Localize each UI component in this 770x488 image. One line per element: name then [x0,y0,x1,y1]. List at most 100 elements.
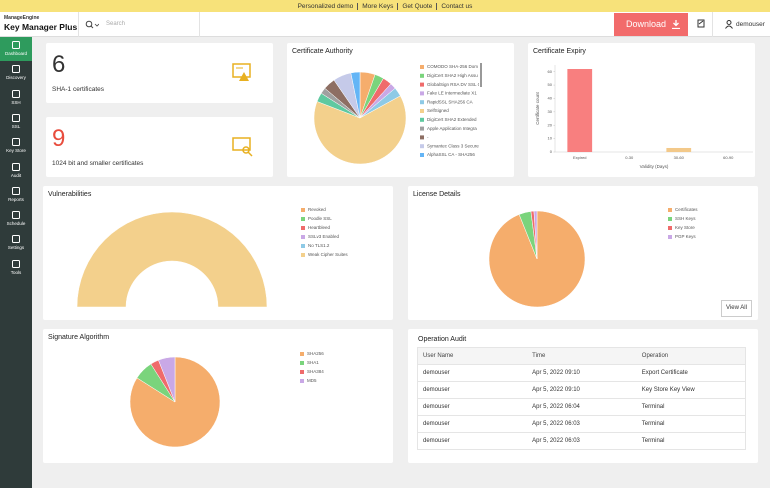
legend-label: Certificates [675,207,698,212]
nav-icon [12,41,20,49]
nav-item[interactable]: Discovery [0,61,32,85]
legend-label: SHA1 [307,360,319,365]
legend-label: Weak Cipher Suites [308,252,348,257]
table-row: demouser Apr 5, 2022 06:04 Terminal [417,398,746,416]
legend-label: SHA384 [307,369,324,374]
top-link[interactable]: Personalized demo [297,2,354,10]
table-cell: demouser [417,432,528,450]
nav-item[interactable]: Settings [0,231,32,255]
x-tick-label: 60-90 [723,155,734,160]
legend-swatch [420,82,424,87]
legend-label: PGP Keys [675,234,696,239]
legend-swatch [420,91,424,96]
scrollbar[interactable] [480,63,482,87]
y-tick-label: 0 [550,149,553,154]
legend-label: Fake LE Intermediate X1 [427,91,477,96]
table-cell: Apr 5, 2022 06:04 [527,398,637,416]
legend-label: No TLS1.2 [308,243,330,248]
chart-card: Revoked Poodle SSL Heartbleed SSLv3 Enabled… [43,186,393,320]
table-cell: demouser [417,415,528,433]
x-tick-label: 30-60 [674,155,685,160]
nav-label: SSL [11,123,21,129]
nav-item[interactable]: Key Store [0,134,32,158]
legend-swatch [301,226,305,230]
legend-label: AlphaSSL CA - SHA256 [427,152,475,157]
search-box[interactable]: Search [78,12,200,37]
table-cell: Apr 5, 2022 09:10 [527,364,637,382]
column-header: Time [527,347,637,365]
nav-item[interactable]: SSL [0,110,32,134]
search-icon [85,20,99,29]
legend-swatch [301,244,305,248]
legend-label: Key Store [675,225,695,230]
chart: COMODO SHA-256 Dom DigiCert SHA2 High Ass… [313,63,482,165]
view-all-button[interactable]: View All [721,300,752,317]
legend-label: Symantec Class 3 Secure [427,143,479,148]
nav-icon [12,259,20,268]
notification-icon[interactable] [696,19,706,29]
nav-item[interactable]: Reports [0,183,32,207]
legend-label: DigiCert SHA2 Extended [427,117,477,122]
legend-swatch [301,208,305,212]
legend-swatch [300,379,304,383]
legend-swatch [420,117,424,122]
table-row: demouser Apr 5, 2022 06:03 Terminal [417,432,746,450]
brand: Key Manager Plus [4,22,78,32]
chart-title: Signature Algorithm [48,334,110,341]
y-tick-label: 40 [548,96,553,101]
search-placeholder: Search [106,21,126,27]
legend-swatch [420,153,424,157]
user-name[interactable]: demouser [736,21,765,28]
legend-swatch [301,235,305,239]
legend-label: Revoked [308,207,326,212]
legend-swatch [420,100,424,105]
nav-item[interactable]: SSH [0,86,32,110]
nav-item[interactable]: Audit [0,159,32,183]
x-tick-label: 0-30 [625,155,634,160]
brand-small: ManageEngine [4,15,40,21]
user-icon [725,20,733,29]
legend-label: SSLv3 Enabled [308,234,340,239]
header: ManageEngine Key Manager Plus Search Dow… [0,12,770,37]
legend-swatch [668,235,672,239]
legend-label: COMODO SHA-256 Dom [427,64,478,69]
table-cell: Terminal [636,432,746,450]
nav-label: Discovery [6,75,26,81]
slice [533,210,538,260]
nav-label: Schedule [6,221,26,227]
download-button[interactable]: Download [614,13,688,36]
top-bar: Personalized demo More Keys Get Quote Co… [0,0,770,12]
header-row: User Name Time Operation [417,347,746,365]
legend: Revoked Poodle SSL Heartbleed SSLv3 Enabled… [301,207,348,257]
nav-item[interactable]: Tools [0,256,32,280]
nav-icon [12,186,20,195]
legend-swatch [668,217,672,221]
x-tick-label: Expired [573,155,587,160]
table-row: demouser Apr 5, 2022 06:03 Terminal [417,415,746,433]
nav-label: SSH [11,99,21,105]
nav-label: Dashboard [4,51,27,56]
table-cell: demouser [417,381,528,399]
y-axis-label: Certificate count [535,91,540,124]
top-link[interactable]: More Keys [357,2,397,10]
nav-icon [12,113,20,122]
chart-title: Vulnerabilities [48,191,92,198]
legend-label: SHA256 [307,351,324,356]
legend-label: RapidSSL SHA256 CA [427,99,473,104]
nav-item[interactable]: Schedule [0,207,32,231]
top-link[interactable]: Get Quote [397,2,436,10]
legend-swatch [420,109,424,113]
legend-label: Poodle SSL [308,216,332,221]
table-cell: Apr 5, 2022 06:03 [527,432,637,450]
audit-card: Operation Audit User Name Time Operation de… [408,329,758,463]
nav-item[interactable]: Dashboard [0,37,32,61]
cert-warning-icon [232,63,251,81]
bar [666,147,692,152]
summary-value: 6 [52,51,66,78]
legend-label: GlobalSign RSA DV SSL C [427,82,482,87]
top-link[interactable]: Contact us [436,2,476,10]
chart-title: License Details [413,191,461,198]
nav-label: Tools [10,269,22,275]
download-icon [672,20,680,29]
